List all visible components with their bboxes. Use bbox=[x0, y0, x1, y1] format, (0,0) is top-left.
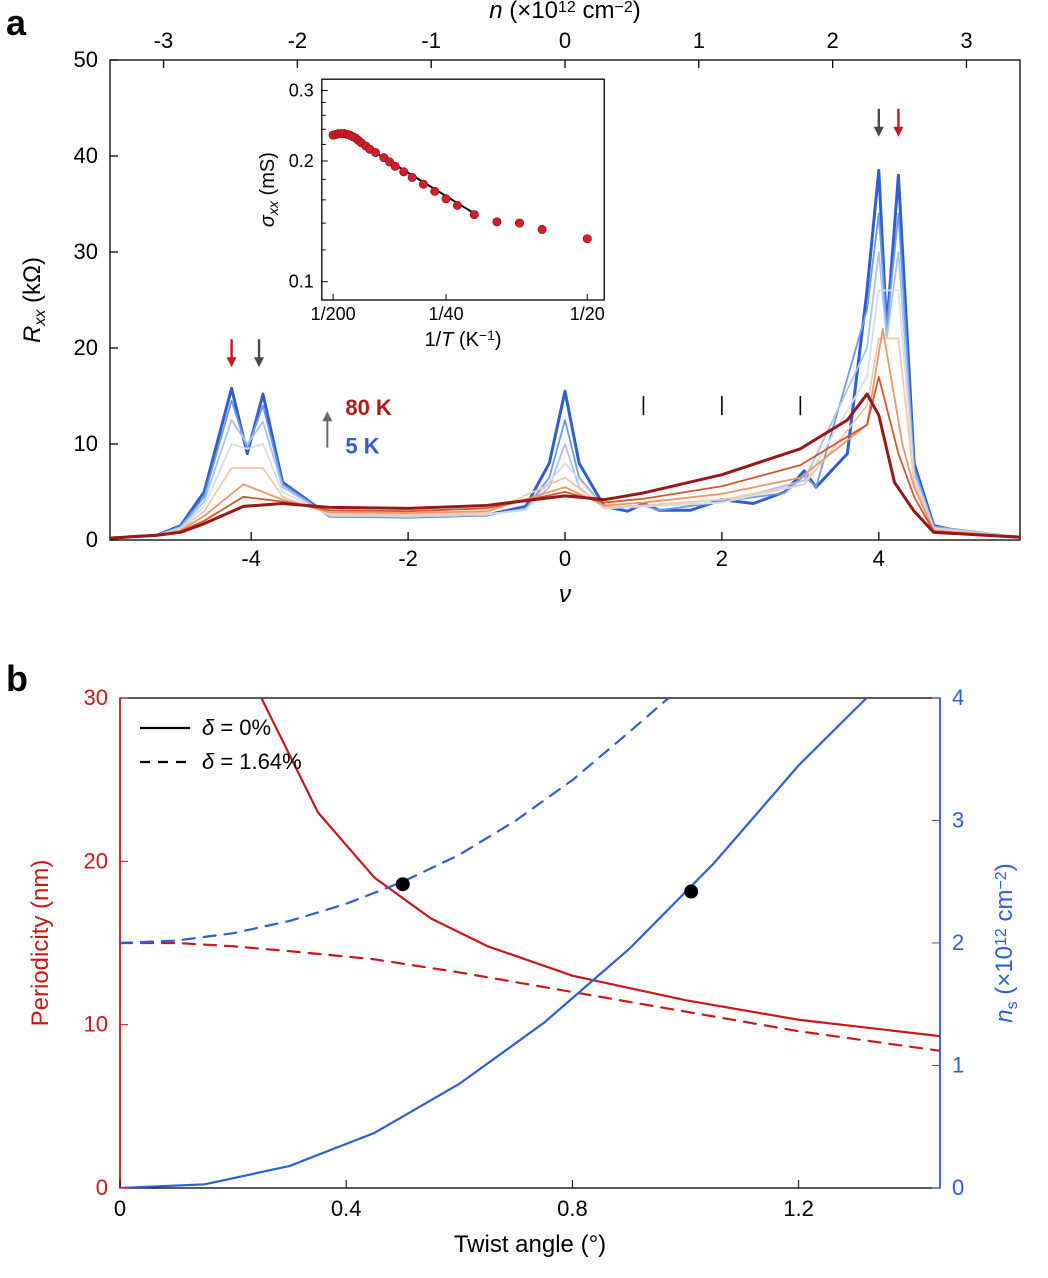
svg-text:-2: -2 bbox=[398, 546, 418, 571]
svg-text:1: 1 bbox=[693, 28, 705, 53]
svg-text:5 K: 5 K bbox=[345, 434, 379, 459]
svg-text:4: 4 bbox=[873, 546, 885, 571]
svg-text:2: 2 bbox=[827, 28, 839, 53]
panel-b-chart: 0 0.4 0.8 1.2 0 10 20 30 0 1 2 3 4 Twist angle (°) Per… bbox=[0, 658, 1048, 1278]
svg-text:δ = 1.64%: δ = 1.64% bbox=[202, 749, 302, 774]
svg-text:50: 50 bbox=[74, 47, 98, 72]
svg-text:1.2: 1.2 bbox=[783, 1196, 814, 1221]
svg-text:0: 0 bbox=[86, 527, 98, 552]
svg-text:4: 4 bbox=[952, 685, 964, 710]
svg-text:0.1: 0.1 bbox=[289, 272, 314, 292]
svg-text:3: 3 bbox=[952, 808, 964, 833]
svg-text:-1: -1 bbox=[421, 28, 441, 53]
svg-text:10: 10 bbox=[84, 1012, 108, 1037]
svg-text:1/T (K−1): 1/T (K−1) bbox=[424, 327, 501, 351]
svg-text:ν: ν bbox=[559, 581, 571, 608]
svg-text:0: 0 bbox=[559, 546, 571, 571]
svg-text:n (×1012 cm−2): n (×1012 cm−2) bbox=[489, 0, 640, 24]
svg-text:1/200: 1/200 bbox=[311, 304, 356, 324]
svg-text:0.2: 0.2 bbox=[289, 151, 314, 171]
svg-text:Rxx (kΩ): Rxx (kΩ) bbox=[19, 257, 49, 343]
svg-text:ns (×1012 cm−2): ns (×1012 cm−2) bbox=[991, 863, 1021, 1022]
svg-text:Periodicity (nm): Periodicity (nm) bbox=[27, 860, 54, 1027]
svg-text:Twist angle (°): Twist angle (°) bbox=[454, 1231, 606, 1258]
svg-text:1: 1 bbox=[952, 1053, 964, 1078]
svg-text:-4: -4 bbox=[241, 546, 261, 571]
svg-text:0: 0 bbox=[952, 1175, 964, 1200]
svg-text:-3: -3 bbox=[154, 28, 174, 53]
svg-text:0: 0 bbox=[114, 1196, 126, 1221]
svg-text:2: 2 bbox=[716, 546, 728, 571]
svg-text:-2: -2 bbox=[288, 28, 308, 53]
svg-text:σxx (mS): σxx (mS) bbox=[257, 152, 281, 227]
svg-text:0: 0 bbox=[96, 1175, 108, 1200]
svg-text:δ = 0%: δ = 0% bbox=[202, 715, 271, 740]
svg-text:20: 20 bbox=[74, 335, 98, 360]
panel-a-chart: -4-2024-3-2-1012301020304050νn (×1012 cm… bbox=[0, 0, 1048, 640]
svg-text:40: 40 bbox=[74, 143, 98, 168]
svg-text:30: 30 bbox=[84, 685, 108, 710]
svg-text:0.8: 0.8 bbox=[557, 1196, 588, 1221]
svg-text:80 K: 80 K bbox=[345, 395, 392, 420]
svg-text:30: 30 bbox=[74, 239, 98, 264]
svg-text:3: 3 bbox=[960, 28, 972, 53]
svg-text:20: 20 bbox=[84, 848, 108, 873]
svg-text:0.3: 0.3 bbox=[289, 80, 314, 100]
svg-text:10: 10 bbox=[74, 431, 98, 456]
svg-text:1/40: 1/40 bbox=[429, 304, 464, 324]
svg-text:1/20: 1/20 bbox=[570, 304, 605, 324]
svg-text:2: 2 bbox=[952, 930, 964, 955]
svg-text:0: 0 bbox=[559, 28, 571, 53]
svg-text:0.4: 0.4 bbox=[331, 1196, 362, 1221]
